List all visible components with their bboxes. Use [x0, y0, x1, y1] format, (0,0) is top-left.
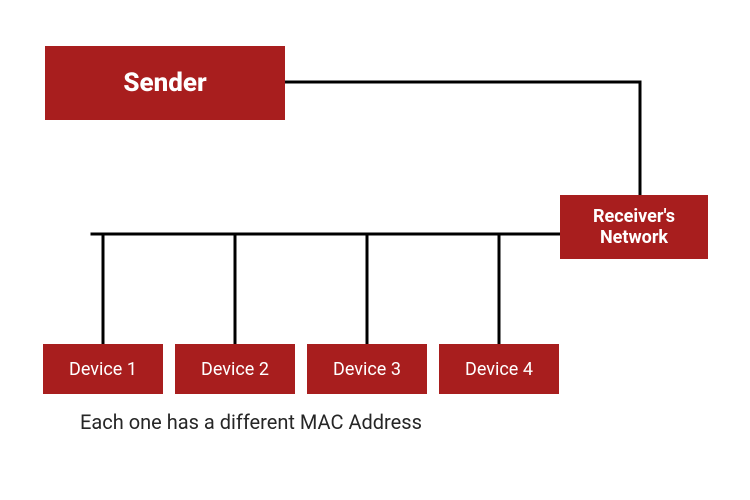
device2-label: Device 2	[201, 359, 269, 380]
device3-node: Device 3	[307, 344, 427, 394]
device1-label: Device 1	[69, 359, 137, 380]
sender-label: Sender	[123, 68, 206, 98]
diagram-caption: Each one has a different MAC Address	[80, 410, 422, 434]
receiver-node: Receiver's Network	[560, 195, 708, 259]
device3-label: Device 3	[333, 359, 401, 380]
receiver-label: Receiver's Network	[568, 206, 700, 248]
device2-node: Device 2	[175, 344, 295, 394]
sender-node: Sender	[45, 46, 285, 120]
device4-label: Device 4	[465, 359, 533, 380]
device4-node: Device 4	[439, 344, 559, 394]
device1-node: Device 1	[43, 344, 163, 394]
